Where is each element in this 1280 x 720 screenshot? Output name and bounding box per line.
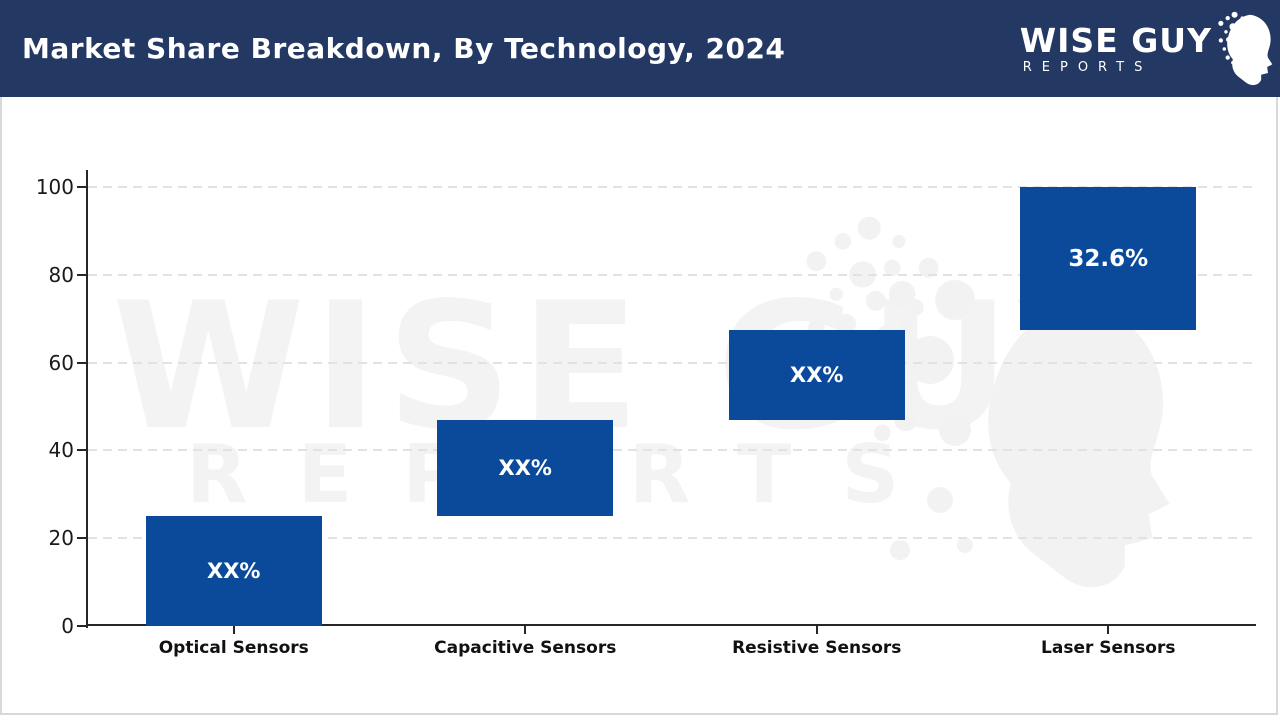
bar-value-label: XX% [207,559,261,584]
y-axis-tick [77,273,86,276]
y-axis-tick-label: 20 [48,526,74,551]
x-axis-category-label: Optical Sensors [158,638,309,658]
x-axis-category-label: Laser Sensors [1041,638,1176,658]
gridline [88,186,1254,188]
bar-value-label: 32.6% [1068,245,1149,272]
x-axis-tick [524,626,527,634]
y-axis-tick-label: 60 [48,350,74,375]
bar-optical-sensors: XX% [145,516,322,626]
x-axis-tick [815,626,818,634]
y-axis-tick-label: 40 [48,438,74,463]
logo-head-icon [1218,11,1273,85]
y-axis-tick [77,449,86,452]
y-axis-tick-label: 80 [48,262,74,287]
gridline [88,537,1254,540]
x-axis-line [86,624,1256,626]
y-axis-tick [77,186,86,188]
gridline [88,449,1254,452]
x-axis-tick [232,626,235,634]
chart-title: Market Share Breakdown, By Technology, 2… [22,32,786,65]
gridline [88,273,1254,276]
logo-text: WISE GUY REPORTS [1020,24,1212,74]
y-axis-tick-label: 0 [61,614,74,638]
y-axis-tick-label: 100 [35,175,74,199]
y-axis-tick [77,537,86,540]
y-axis-tick [77,625,86,627]
x-axis-tick [1107,626,1110,634]
y-axis-tick [77,361,86,364]
wise-guy-logo: WISE GUY REPORTS [1020,11,1274,87]
x-axis-category-label: Capacitive Sensors [434,638,617,658]
logo-wordmark: WISE GUY [1019,20,1212,60]
bar-value-label: XX% [498,455,552,480]
y-axis-line [86,170,88,628]
x-axis-category-label: Resistive Sensors [732,638,902,658]
bar-laser-sensors: 32.6% [1020,187,1197,331]
bar-capacitive-sensors: XX% [437,419,614,517]
bar-value-label: XX% [790,362,844,387]
header-bar: Market Share Breakdown, By Technology, 2… [0,0,1280,97]
gridline [88,361,1254,364]
bar-resistive-sensors: XX% [728,330,905,420]
logo-subtitle: REPORTS [1022,59,1153,75]
